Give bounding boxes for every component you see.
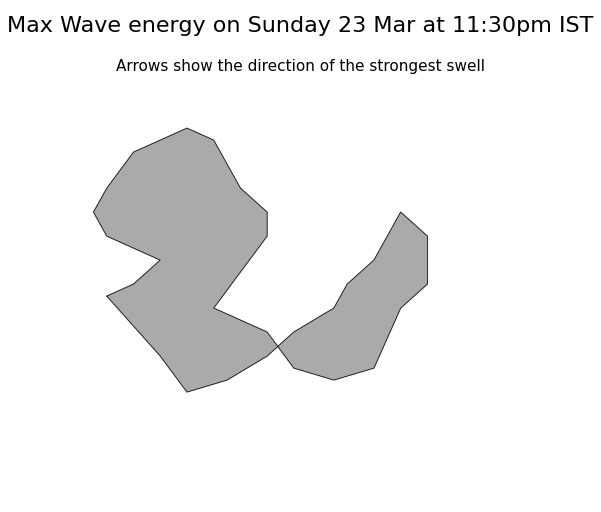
Text: Arrows show the direction of the strongest swell: Arrows show the direction of the stronge…: [116, 59, 485, 74]
Polygon shape: [94, 128, 427, 392]
Text: Max Wave energy on Sunday 23 Mar at 11:30pm IST: Max Wave energy on Sunday 23 Mar at 11:3…: [7, 16, 594, 36]
